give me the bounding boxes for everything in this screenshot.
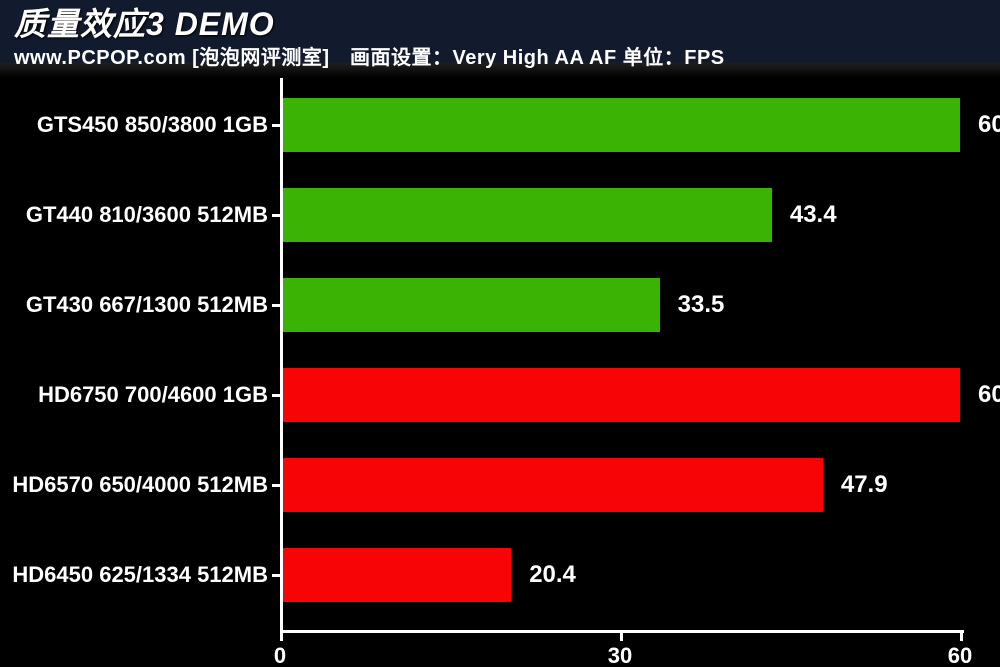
chart-title: 质量效应3 DEMO bbox=[14, 0, 1000, 44]
chart-plot-area: 0 30 60 60 GTS450 850/3800 1GB 43.4 GT440 810/… bbox=[0, 78, 1000, 667]
chart-axes-box: 0306060GTS450 850/3800 1GB43.4GT440 810/… bbox=[280, 78, 960, 633]
bar-value-label: 60 bbox=[978, 381, 1000, 409]
bar-value-label: 20.4 bbox=[529, 561, 576, 589]
bar-value-label: 60 bbox=[978, 111, 1000, 139]
bar-category-label: HD6450 625/1334 512MB bbox=[12, 562, 268, 588]
bar: 43.4 bbox=[283, 188, 772, 242]
bar: 20.4 bbox=[283, 548, 511, 602]
bar-category-label: GTS450 850/3800 1GB bbox=[37, 112, 268, 138]
y-tick bbox=[272, 214, 280, 217]
bar: 47.9 bbox=[283, 458, 823, 512]
x-tick-label: 30 bbox=[608, 643, 632, 667]
y-tick bbox=[272, 394, 280, 397]
x-tick bbox=[620, 633, 623, 641]
y-tick bbox=[272, 484, 280, 487]
x-tick-label: 0 bbox=[274, 643, 286, 667]
x-tick-label: 60 bbox=[948, 643, 972, 667]
y-tick bbox=[272, 124, 280, 127]
bar-value-label: 43.4 bbox=[790, 201, 837, 229]
bar: 60 bbox=[283, 368, 960, 422]
y-tick bbox=[272, 574, 280, 577]
bar-category-label: HD6750 700/4600 1GB bbox=[38, 382, 268, 408]
bar: 33.5 bbox=[283, 278, 660, 332]
chart-header: 质量效应3 DEMO www.PCPOP.com [泡泡网评测室] 画面设置：V… bbox=[0, 0, 1000, 78]
chart-subtitle: www.PCPOP.com [泡泡网评测室] 画面设置：Very High AA… bbox=[14, 44, 1000, 72]
x-tick bbox=[280, 633, 283, 641]
bar-value-label: 47.9 bbox=[841, 471, 888, 499]
bar-category-label: GT430 667/1300 512MB bbox=[26, 292, 268, 318]
x-tick bbox=[960, 633, 963, 641]
bar-category-label: HD6570 650/4000 512MB bbox=[12, 472, 268, 498]
y-tick bbox=[272, 304, 280, 307]
bar: 60 bbox=[283, 98, 960, 152]
bar-value-label: 33.5 bbox=[678, 291, 725, 319]
bar-category-label: GT440 810/3600 512MB bbox=[26, 202, 268, 228]
